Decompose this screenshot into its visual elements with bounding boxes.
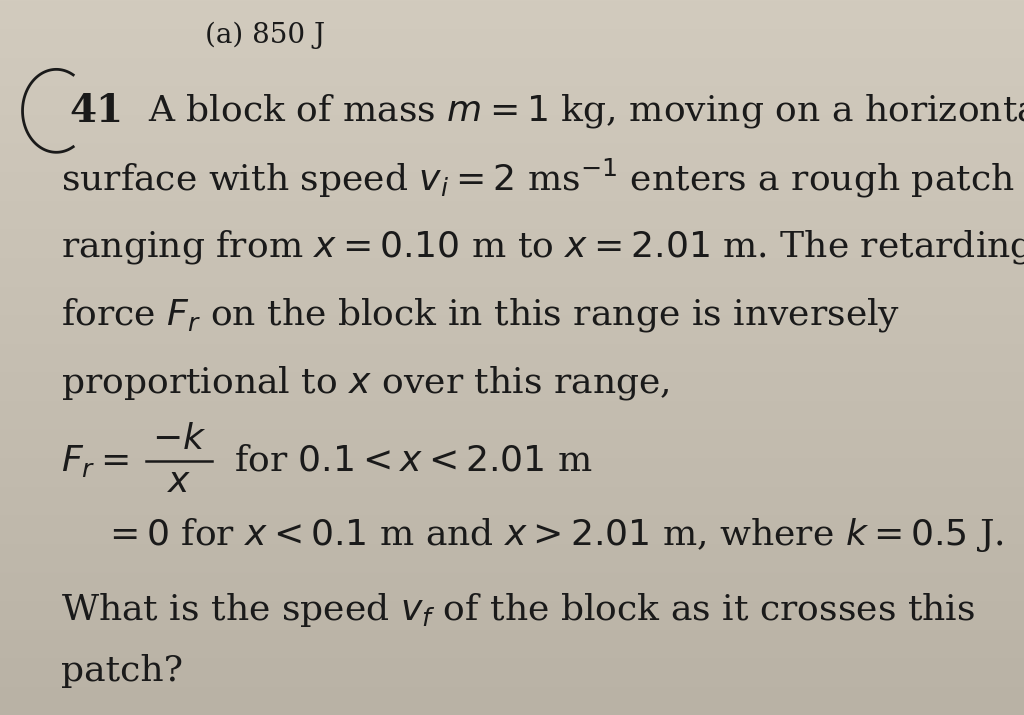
Text: ranging from $x=0.10$ m to $x=2.01$ m. The retarding: ranging from $x=0.10$ m to $x=2.01$ m. T… [61, 227, 1024, 266]
Text: (a) 850 J: (a) 850 J [205, 21, 325, 49]
Text: force $F_r$ on the block in this range is inversely: force $F_r$ on the block in this range i… [61, 295, 901, 334]
Text: $F_r=$: $F_r=$ [61, 443, 129, 478]
Text: A block of mass $m=1$ kg, moving on a horizontal: A block of mass $m=1$ kg, moving on a ho… [148, 92, 1024, 130]
Text: surface with speed $v_i=2$ ms$^{-1}$ enters a rough patch: surface with speed $v_i=2$ ms$^{-1}$ ent… [61, 157, 1015, 200]
Text: for $0.1 < x < 2.01$ m: for $0.1 < x < 2.01$ m [234, 443, 593, 478]
Text: proportional to $x$ over this range,: proportional to $x$ over this range, [61, 363, 670, 402]
Text: $=0$ for $x<0.1$ m and $x>2.01$ m, where $k=0.5$ J.: $=0$ for $x<0.1$ m and $x>2.01$ m, where… [102, 516, 1005, 554]
Text: What is the speed $v_f$ of the block as it crosses this: What is the speed $v_f$ of the block as … [61, 591, 976, 629]
Text: $x$: $x$ [167, 465, 191, 499]
Text: 41: 41 [70, 92, 124, 130]
Text: patch?: patch? [61, 654, 183, 689]
Text: $-k$: $-k$ [152, 422, 207, 456]
